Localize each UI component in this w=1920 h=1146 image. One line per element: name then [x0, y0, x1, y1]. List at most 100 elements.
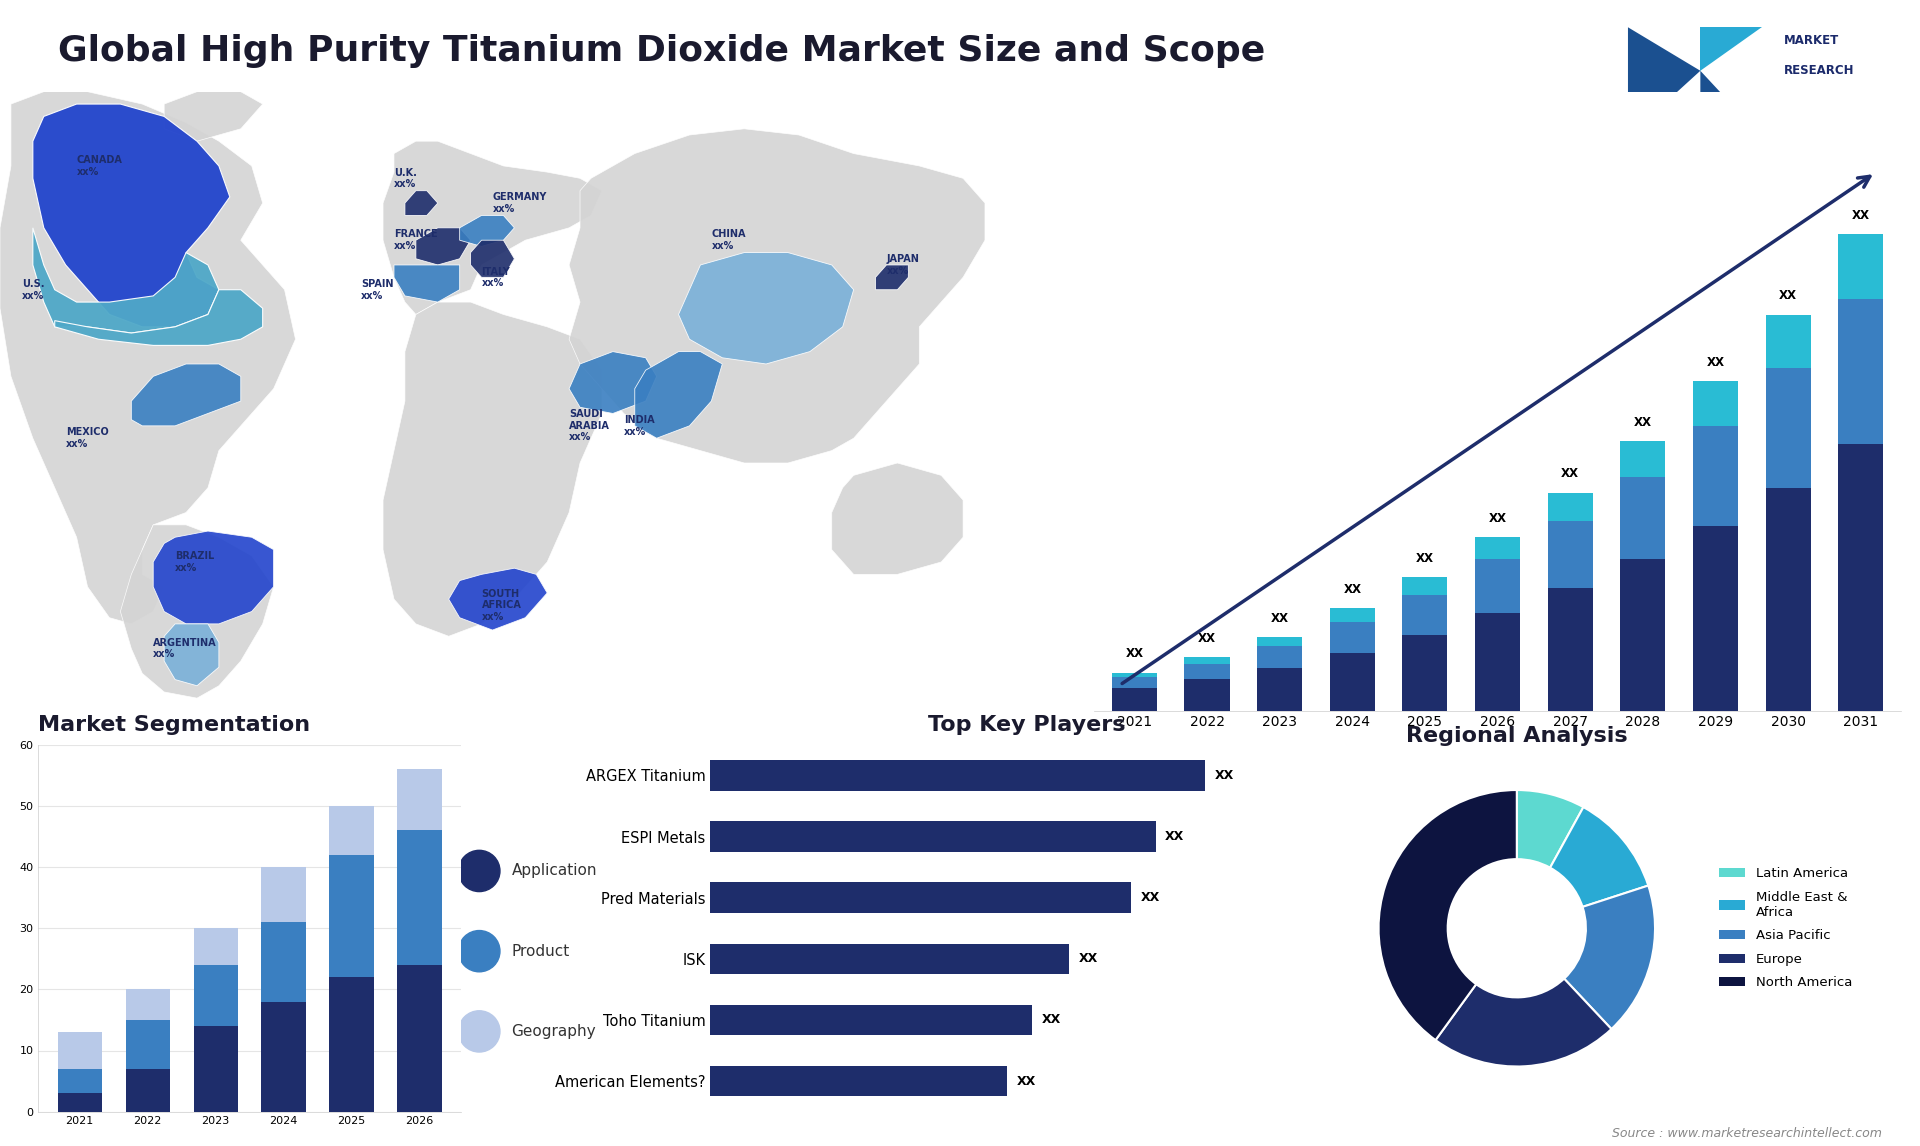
Bar [710, 1005, 1033, 1035]
Text: XX: XX [1707, 356, 1724, 369]
Polygon shape [876, 265, 908, 290]
Text: GERMANY
xx%: GERMANY xx% [492, 193, 547, 214]
Polygon shape [831, 463, 964, 574]
Polygon shape [382, 141, 603, 314]
Title: Top Key Players: Top Key Players [929, 715, 1125, 735]
Bar [1548, 493, 1594, 521]
Text: MEXICO
xx%: MEXICO xx% [65, 427, 108, 449]
Bar [710, 822, 1156, 851]
Text: XX: XX [1853, 209, 1870, 222]
Polygon shape [568, 128, 985, 463]
Text: BRAZIL
xx%: BRAZIL xx% [175, 551, 215, 573]
Bar [1766, 314, 1811, 368]
Text: ITALY
xx%: ITALY xx% [482, 267, 511, 288]
Polygon shape [33, 228, 219, 333]
Text: SAUDI
ARABIA
xx%: SAUDI ARABIA xx% [568, 409, 611, 442]
Bar [1185, 664, 1229, 680]
Bar [1185, 657, 1229, 664]
Text: XX: XX [1079, 952, 1098, 965]
Bar [397, 965, 442, 1112]
Text: XX: XX [1271, 612, 1288, 625]
Text: XX: XX [1125, 647, 1142, 660]
Text: U.S.
xx%: U.S. xx% [21, 278, 44, 300]
Bar [261, 868, 305, 923]
Bar [330, 978, 374, 1112]
Polygon shape [131, 364, 240, 426]
Polygon shape [163, 92, 263, 141]
Text: Source : www.marketresearchintellect.com: Source : www.marketresearchintellect.com [1611, 1128, 1882, 1140]
Wedge shape [1565, 886, 1655, 1029]
Bar [1693, 382, 1738, 426]
Bar [710, 760, 1206, 791]
Text: RESEARCH: RESEARCH [1784, 64, 1855, 77]
Bar [710, 882, 1131, 913]
Bar [1112, 689, 1158, 711]
Text: XX: XX [1780, 289, 1797, 303]
Text: INTELLECT: INTELLECT [1784, 97, 1855, 110]
Bar [1331, 609, 1375, 621]
Bar [194, 965, 238, 1026]
Bar [1402, 578, 1448, 595]
Text: XX: XX [1198, 631, 1215, 645]
Bar [1837, 444, 1884, 711]
Bar [1112, 677, 1158, 689]
Bar [58, 1033, 102, 1069]
Legend: Latin America, Middle East &
Africa, Asia Pacific, Europe, North America: Latin America, Middle East & Africa, Asi… [1713, 862, 1857, 995]
Bar [1258, 637, 1302, 646]
Text: XX: XX [1140, 892, 1160, 904]
Text: Market Segmentation: Market Segmentation [38, 715, 311, 735]
Bar [330, 806, 374, 855]
Bar [1620, 559, 1665, 711]
Polygon shape [449, 568, 547, 630]
Wedge shape [1379, 790, 1517, 1041]
Bar [710, 1066, 1008, 1097]
Bar [1620, 477, 1665, 559]
Bar [1693, 526, 1738, 711]
Bar [261, 1002, 305, 1112]
Text: U.K.
xx%: U.K. xx% [394, 167, 417, 189]
Bar [1766, 488, 1811, 711]
Bar [1475, 559, 1521, 613]
Bar [1475, 613, 1521, 711]
Wedge shape [1549, 807, 1647, 906]
Circle shape [459, 850, 499, 892]
Text: XX: XX [1561, 468, 1580, 480]
Text: XX: XX [1165, 830, 1185, 843]
Text: XX: XX [1344, 583, 1361, 596]
Bar [397, 831, 442, 965]
Text: XX: XX [1018, 1075, 1037, 1088]
Bar [1112, 673, 1158, 677]
Bar [194, 1026, 238, 1112]
Bar [710, 943, 1069, 974]
Bar [125, 1069, 169, 1112]
Bar [1766, 368, 1811, 488]
Polygon shape [0, 92, 296, 623]
Circle shape [459, 1011, 499, 1052]
Text: CANADA
xx%: CANADA xx% [77, 155, 123, 176]
Bar [397, 769, 442, 831]
Polygon shape [121, 525, 273, 698]
Polygon shape [33, 104, 230, 327]
Wedge shape [1517, 790, 1584, 868]
Polygon shape [470, 241, 515, 277]
Text: Geography: Geography [511, 1023, 595, 1039]
Polygon shape [678, 252, 854, 364]
Bar [1402, 635, 1448, 711]
Polygon shape [54, 290, 263, 345]
Polygon shape [568, 352, 657, 414]
Bar [1402, 595, 1448, 635]
Polygon shape [1701, 28, 1763, 71]
Polygon shape [636, 352, 722, 438]
Bar [1258, 668, 1302, 711]
Text: ARGENTINA
xx%: ARGENTINA xx% [154, 638, 217, 659]
Bar [1548, 588, 1594, 711]
Text: Global High Purity Titanium Dioxide Market Size and Scope: Global High Purity Titanium Dioxide Mark… [58, 34, 1265, 69]
Text: CHINA
xx%: CHINA xx% [710, 229, 745, 251]
Text: XX: XX [1215, 769, 1235, 782]
Polygon shape [382, 303, 603, 636]
Text: INDIA
xx%: INDIA xx% [624, 415, 655, 437]
Bar [125, 1020, 169, 1069]
Polygon shape [394, 265, 459, 303]
Bar [58, 1093, 102, 1112]
Bar [261, 923, 305, 1002]
